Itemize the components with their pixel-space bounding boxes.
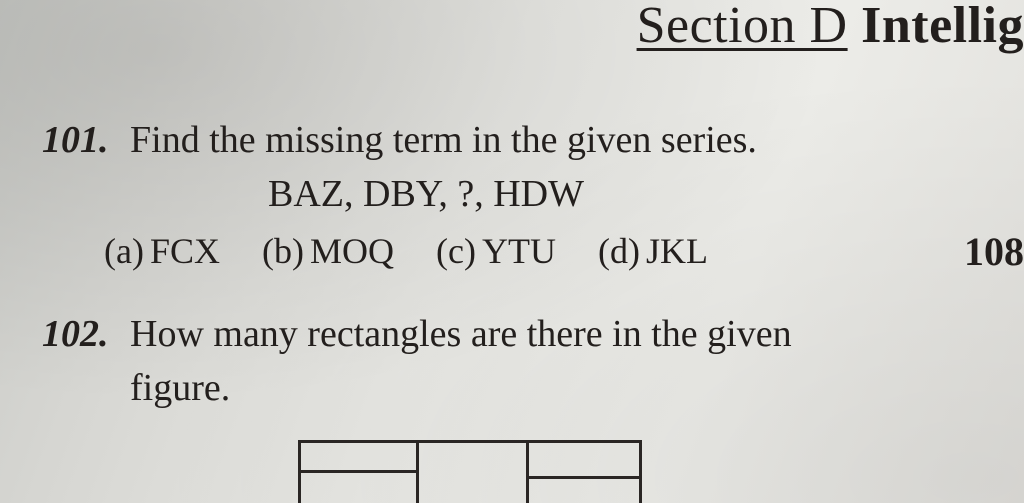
q101-number: 101 bbox=[42, 118, 126, 162]
option-label: (d) bbox=[598, 231, 640, 271]
q102-line2: 000 figure. bbox=[42, 366, 1004, 410]
option-text: FCX bbox=[150, 231, 220, 271]
q101-option-b[interactable]: (b)MOQ bbox=[262, 230, 394, 272]
option-text: YTU bbox=[482, 231, 556, 271]
q101-option-d[interactable]: (d)JKL bbox=[598, 230, 708, 272]
q101-options: (a)FCX (b)MOQ (c)YTU (d)JKL bbox=[104, 230, 708, 272]
q102-figure bbox=[298, 440, 642, 502]
q102-number: 102 bbox=[42, 312, 126, 356]
section-label: Section D bbox=[637, 0, 848, 52]
option-text: MOQ bbox=[310, 231, 394, 271]
q102-text-line2: figure. bbox=[130, 367, 230, 409]
option-text: JKL bbox=[646, 231, 708, 271]
q101-option-a[interactable]: (a)FCX bbox=[104, 230, 220, 272]
q101-series: BAZ, DBY, ?, HDW bbox=[268, 172, 584, 216]
figure-hline-left bbox=[298, 470, 416, 473]
figure-vline-2 bbox=[526, 440, 529, 503]
q102: 102 How many rectangles are there in the… bbox=[42, 312, 1004, 356]
section-topic-fragment: Intellig bbox=[861, 0, 1024, 52]
q101-option-c[interactable]: (c)YTU bbox=[436, 230, 556, 272]
section-header: Section D Intellig bbox=[637, 0, 1024, 52]
option-label: (c) bbox=[436, 231, 476, 271]
side-question-number-fragment: 108 bbox=[964, 228, 1024, 275]
option-label: (a) bbox=[104, 231, 144, 271]
option-label: (b) bbox=[262, 231, 304, 271]
q101-text: Find the missing term in the given serie… bbox=[130, 119, 757, 161]
q102-text-line1: How many rectangles are there in the giv… bbox=[130, 313, 792, 355]
page: Section D Intellig 101 Find the missing … bbox=[0, 0, 1024, 503]
figure-vline-1 bbox=[416, 440, 419, 503]
q101: 101 Find the missing term in the given s… bbox=[42, 118, 1004, 162]
figure-hline-right bbox=[526, 476, 642, 479]
